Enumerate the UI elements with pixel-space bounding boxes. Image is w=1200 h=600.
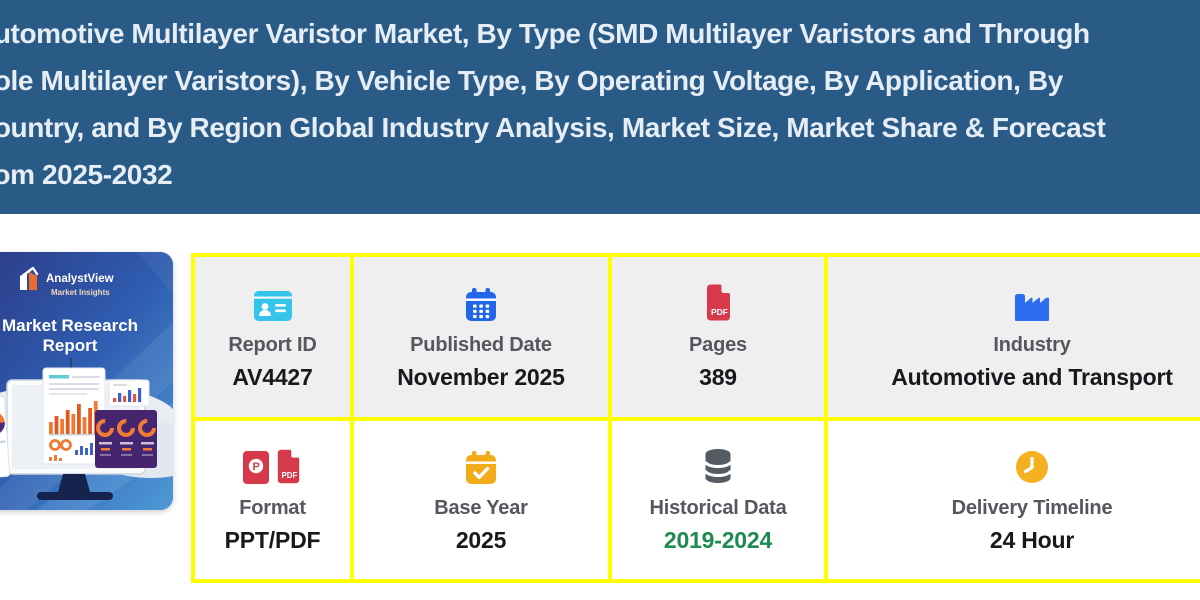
chart-document-center	[42, 367, 106, 465]
report-cover-art: AnalystView Market Insights Market Resea…	[0, 252, 173, 510]
report-info-table: Report ID AV4427 Published Date November…	[191, 253, 1200, 583]
pdf-file-icon: PDF	[706, 284, 730, 321]
delivery-timeline-value: 24 Hour	[989, 527, 1075, 553]
id-card-icon	[253, 291, 292, 321]
svg-text:AnalystView: AnalystView	[46, 273, 114, 285]
pages-label: Pages	[689, 334, 747, 356]
chart-card-top-right	[108, 379, 150, 407]
report-id-value: AV4427	[232, 364, 313, 390]
svg-text:Market Research: Market Research	[2, 316, 138, 335]
industry-value: Automotive and Transport	[891, 364, 1173, 390]
report-title: Automotive Multilayer Varistor Market, B…	[0, 10, 1106, 198]
delivery-timeline-label: Delivery Timeline	[951, 497, 1113, 519]
cell-report-id: Report ID AV4427	[195, 257, 350, 417]
clock-icon	[1016, 451, 1048, 483]
calendar-check-icon	[466, 451, 496, 484]
historical-data-value: 2019-2024	[663, 527, 773, 553]
svg-text:PDF: PDF	[711, 307, 728, 317]
page-header: Automotive Multilayer Varistor Market, B…	[0, 0, 1200, 214]
svg-text:Report: Report	[43, 336, 98, 355]
report-id-label: Report ID	[228, 334, 317, 356]
ppt-file-icon: P	[243, 451, 269, 484]
format-label: Format	[239, 497, 306, 519]
cell-pages: PDF Pages 389	[612, 257, 824, 417]
factory-icon	[1015, 294, 1049, 321]
report-title-line-4: from 2025-2032	[0, 159, 173, 190]
cell-format: P PDF Format PPT/PDF	[195, 421, 350, 579]
published-date-label: Published Date	[410, 334, 552, 356]
report-title-line-3: Country, and By Region Global Industry A…	[0, 112, 1106, 143]
calendar-icon	[466, 288, 496, 321]
cell-historical-data: Historical Data 2019-2024	[612, 421, 824, 579]
cell-industry: Industry Automotive and Transport	[828, 257, 1200, 417]
industry-label: Industry	[993, 334, 1071, 356]
svg-text:PDF: PDF	[282, 471, 298, 480]
svg-text:P: P	[253, 461, 260, 473]
base-year-label: Base Year	[434, 497, 528, 519]
format-value: PPT/PDF	[224, 527, 321, 553]
report-title-line-1: Automotive Multilayer Varistor Market, B…	[0, 18, 1090, 49]
pdf-file-icon: PDF	[277, 449, 300, 484]
base-year-value: 2025	[455, 527, 507, 553]
report-title-line-2: Hole Multilayer Varistors), By Vehicle T…	[0, 65, 1063, 96]
cell-delivery-timeline: Delivery Timeline 24 Hour	[828, 421, 1200, 579]
report-cover-thumbnail: AnalystView Market Insights Market Resea…	[0, 252, 173, 510]
svg-text:Market Insights: Market Insights	[51, 288, 110, 297]
chart-card-left	[0, 396, 11, 481]
cell-published-date: Published Date November 2025	[354, 257, 608, 417]
database-icon	[704, 449, 732, 483]
historical-data-label: Historical Data	[649, 497, 787, 519]
cell-base-year: Base Year 2025	[354, 421, 608, 579]
published-date-value: November 2025	[397, 364, 565, 390]
chart-card-purple	[95, 410, 157, 468]
pages-value: 389	[699, 364, 737, 390]
analystview-logo-icon	[19, 266, 39, 290]
